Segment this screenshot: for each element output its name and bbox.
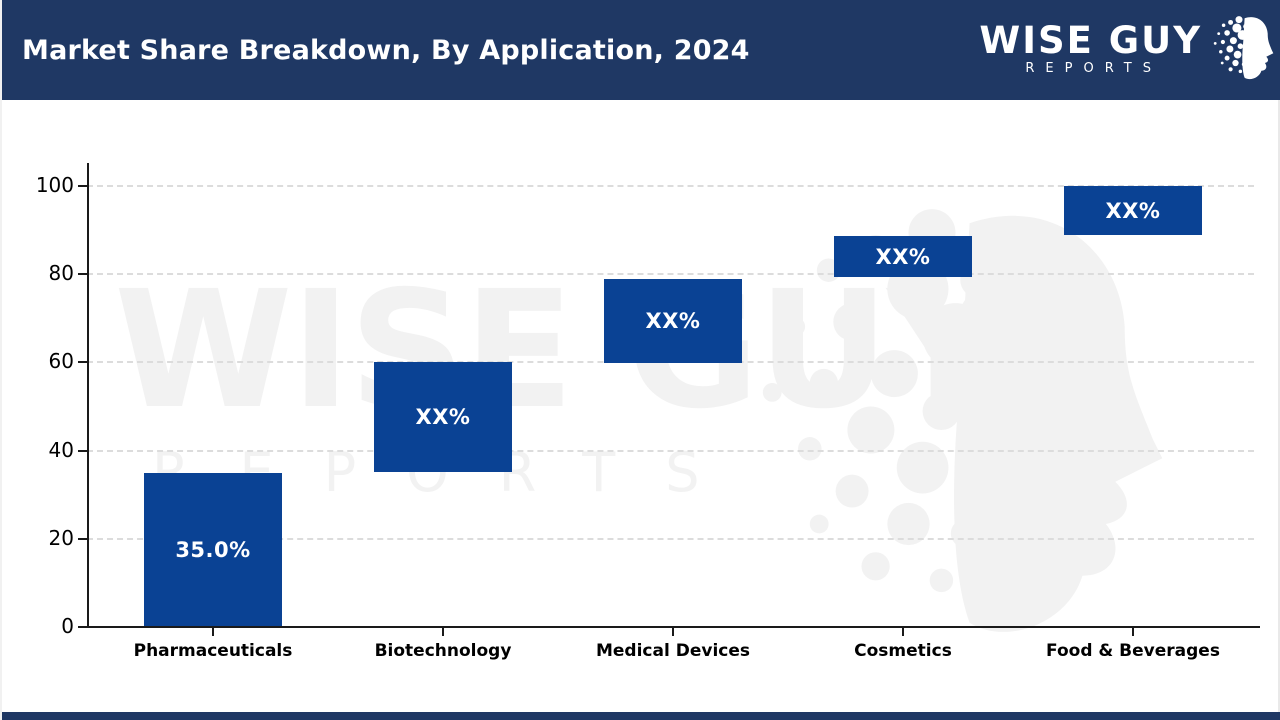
x-axis-category-label: Pharmaceuticals	[133, 641, 293, 661]
y-axis-tick	[78, 273, 87, 275]
y-axis-tick-label: 20	[48, 526, 74, 550]
bar-value-label: XX%	[1105, 198, 1161, 223]
y-axis-tick	[78, 450, 87, 452]
brand-logo: WISE GUY REPORTS	[979, 4, 1274, 94]
y-axis-spine	[87, 163, 89, 627]
gridline-40	[87, 450, 1254, 452]
x-axis-category-label: Medical Devices	[595, 641, 750, 661]
bar-value-label: XX%	[645, 309, 701, 333]
x-axis-spine	[87, 626, 1260, 628]
watermark-face-icon	[762, 209, 1163, 632]
brand-name: WISE GUY	[979, 18, 1202, 62]
x-axis-tick	[212, 627, 214, 636]
bar-value-label: XX%	[875, 244, 931, 269]
x-axis-tick	[1132, 627, 1134, 636]
gridline-100	[87, 185, 1254, 187]
y-axis-tick-label: 0	[61, 614, 74, 638]
x-axis-tick	[672, 627, 674, 636]
bar-value-label: 35.0%	[175, 538, 251, 562]
bar-value-label: XX%	[415, 405, 471, 429]
x-axis-tick	[442, 627, 444, 636]
y-axis-tick-label: 40	[48, 438, 74, 462]
x-axis-category-label: Biotechnology	[374, 641, 512, 661]
watermark-text-wiseguy: WISE GUY	[114, 257, 1005, 445]
x-axis-category-label: Cosmetics	[854, 641, 952, 661]
brand-logo-text: WISE GUY REPORTS	[979, 18, 1202, 76]
y-axis-tick	[78, 626, 87, 628]
y-axis-tick	[78, 538, 87, 540]
y-axis-tick	[78, 185, 87, 187]
y-axis-tick	[78, 361, 87, 363]
x-axis-tick	[902, 627, 904, 636]
bar-medical-devices: XX%	[604, 279, 742, 363]
page-title: Market Share Breakdown, By Application, …	[22, 34, 750, 66]
bar-cosmetics: XX%	[834, 236, 972, 277]
bar-biotechnology: XX%	[374, 362, 512, 472]
brand-subtitle: REPORTS	[1025, 60, 1162, 76]
header-bar: Market Share Breakdown, By Application, …	[2, 0, 1280, 100]
brand-face-icon	[1213, 16, 1274, 80]
y-axis-tick-label: 60	[48, 349, 74, 373]
footer-bar	[2, 712, 1280, 720]
x-axis-category-label: Food & Beverages	[1046, 641, 1220, 661]
y-axis-tick-label: 80	[48, 261, 74, 285]
y-axis-tick-label: 100	[35, 173, 74, 197]
bar-pharmaceuticals: 35.0%	[144, 473, 282, 627]
gridline-80	[87, 273, 1254, 275]
gridline-20	[87, 538, 1254, 540]
bar-food-beverages: XX%	[1064, 186, 1202, 235]
